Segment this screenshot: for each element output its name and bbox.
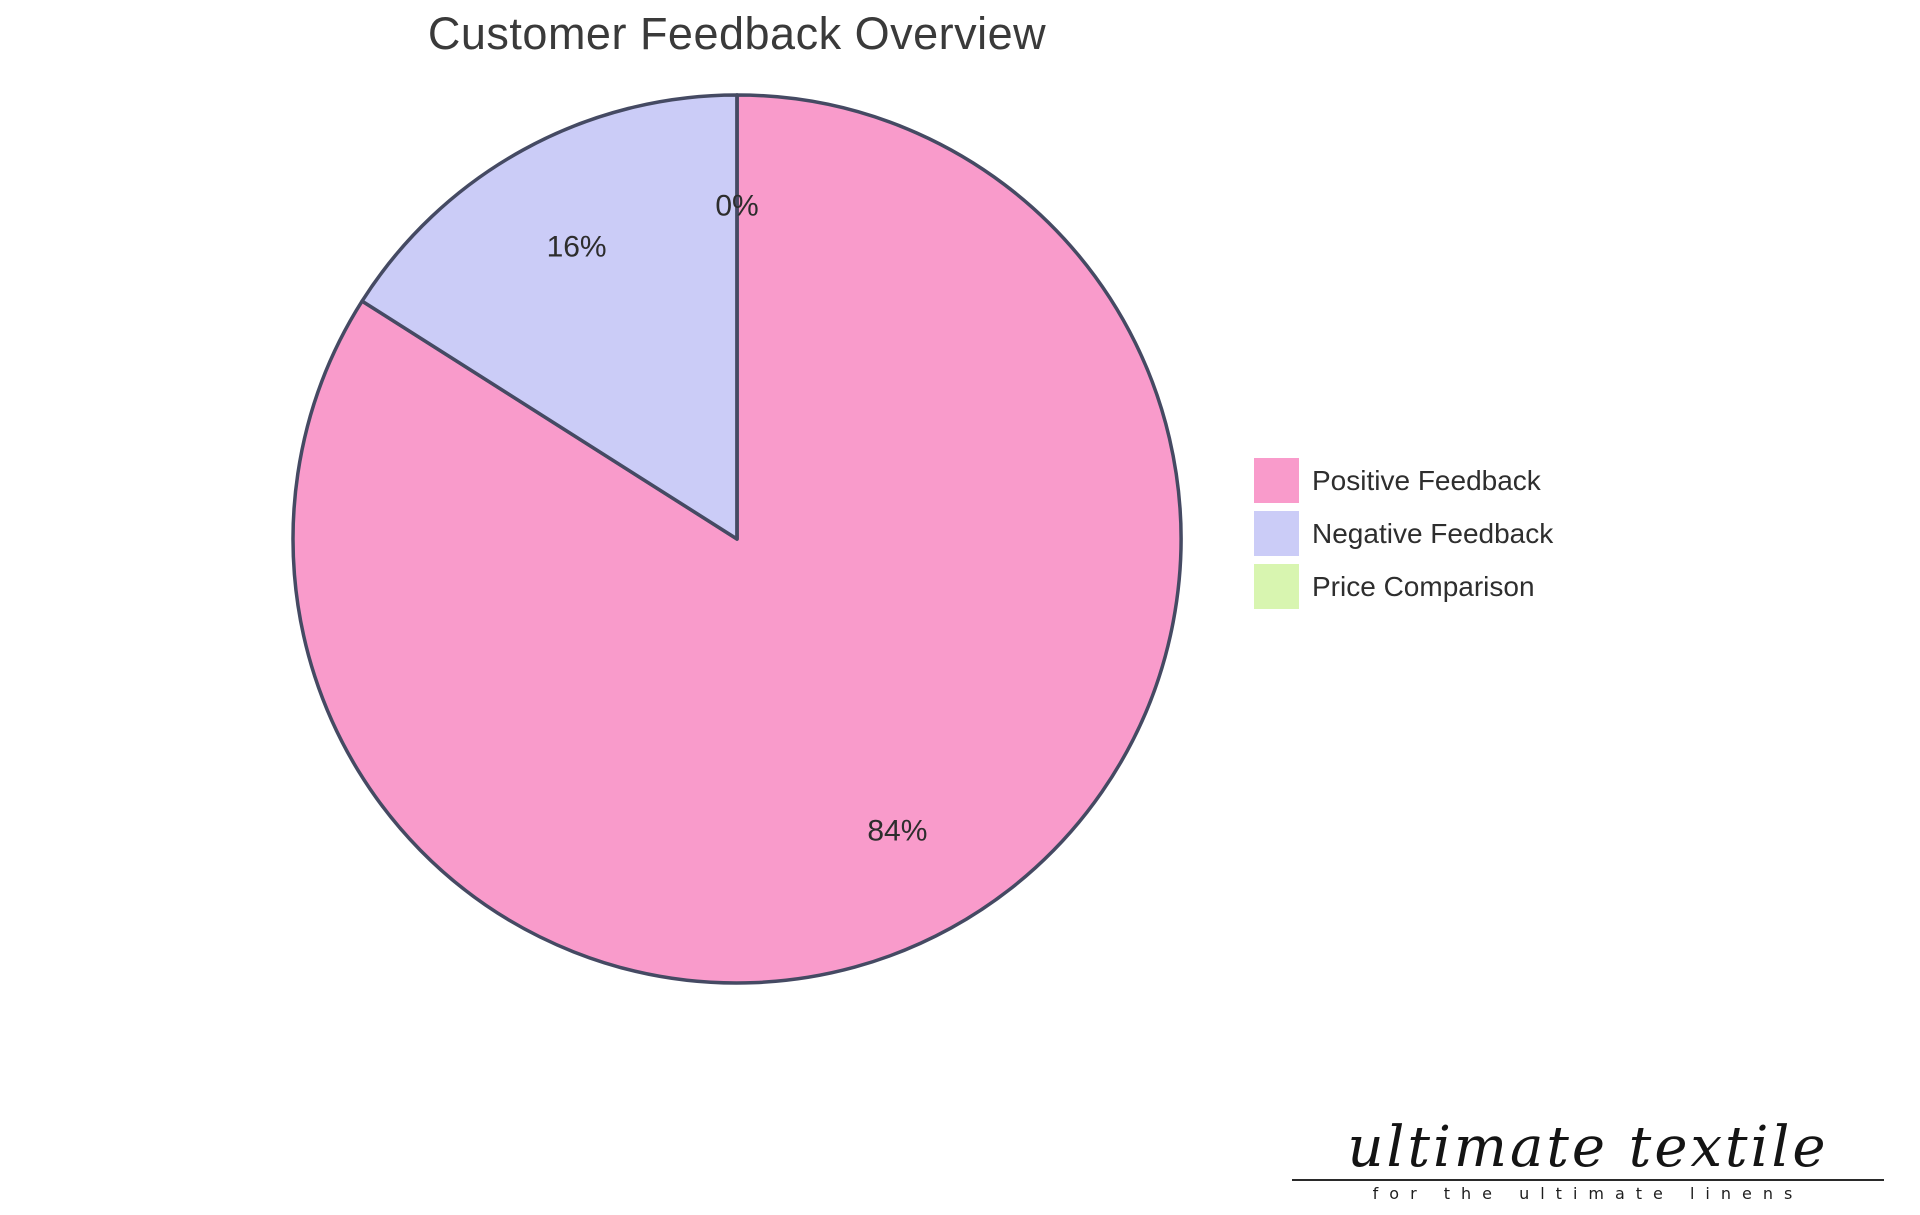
- legend-item-positive-feedback: Positive Feedback: [1254, 458, 1553, 503]
- brand-logo-text: ultimate textile: [1292, 1118, 1884, 1181]
- legend-swatch-price-comparison: [1254, 564, 1299, 609]
- legend-label-price-comparison: Price Comparison: [1312, 570, 1535, 602]
- legend-swatch-negative-feedback: [1254, 511, 1299, 556]
- pie-slice-negative-feedback: [360, 93, 739, 541]
- chart-title: Customer Feedback Overview: [427, 8, 1047, 59]
- legend-label-negative-feedback: Negative Feedback: [1312, 517, 1554, 549]
- pie-slice-label-negative-feedback: 16%: [547, 231, 607, 264]
- brand-logo: ultimate textile for the ultimate linens: [1292, 1118, 1884, 1203]
- legend-swatch-positive-feedback: [1254, 458, 1299, 503]
- legend-item-price-comparison: Price Comparison: [1254, 564, 1553, 609]
- pie-slice-labels: 84% 16% 0%: [547, 190, 928, 848]
- legend-item-negative-feedback: Negative Feedback: [1254, 511, 1553, 556]
- legend-label-positive-feedback: Positive Feedback: [1312, 464, 1541, 496]
- brand-logo-tagline: for the ultimate linens: [1372, 1184, 1804, 1203]
- pie-slice-label-positive-feedback: 84%: [867, 814, 927, 847]
- chart-legend: Positive Feedback Negative Feedback Pric…: [1254, 458, 1553, 609]
- pie-slices: [291, 93, 1183, 985]
- pie-slice-label-price-comparison: 0%: [715, 190, 758, 223]
